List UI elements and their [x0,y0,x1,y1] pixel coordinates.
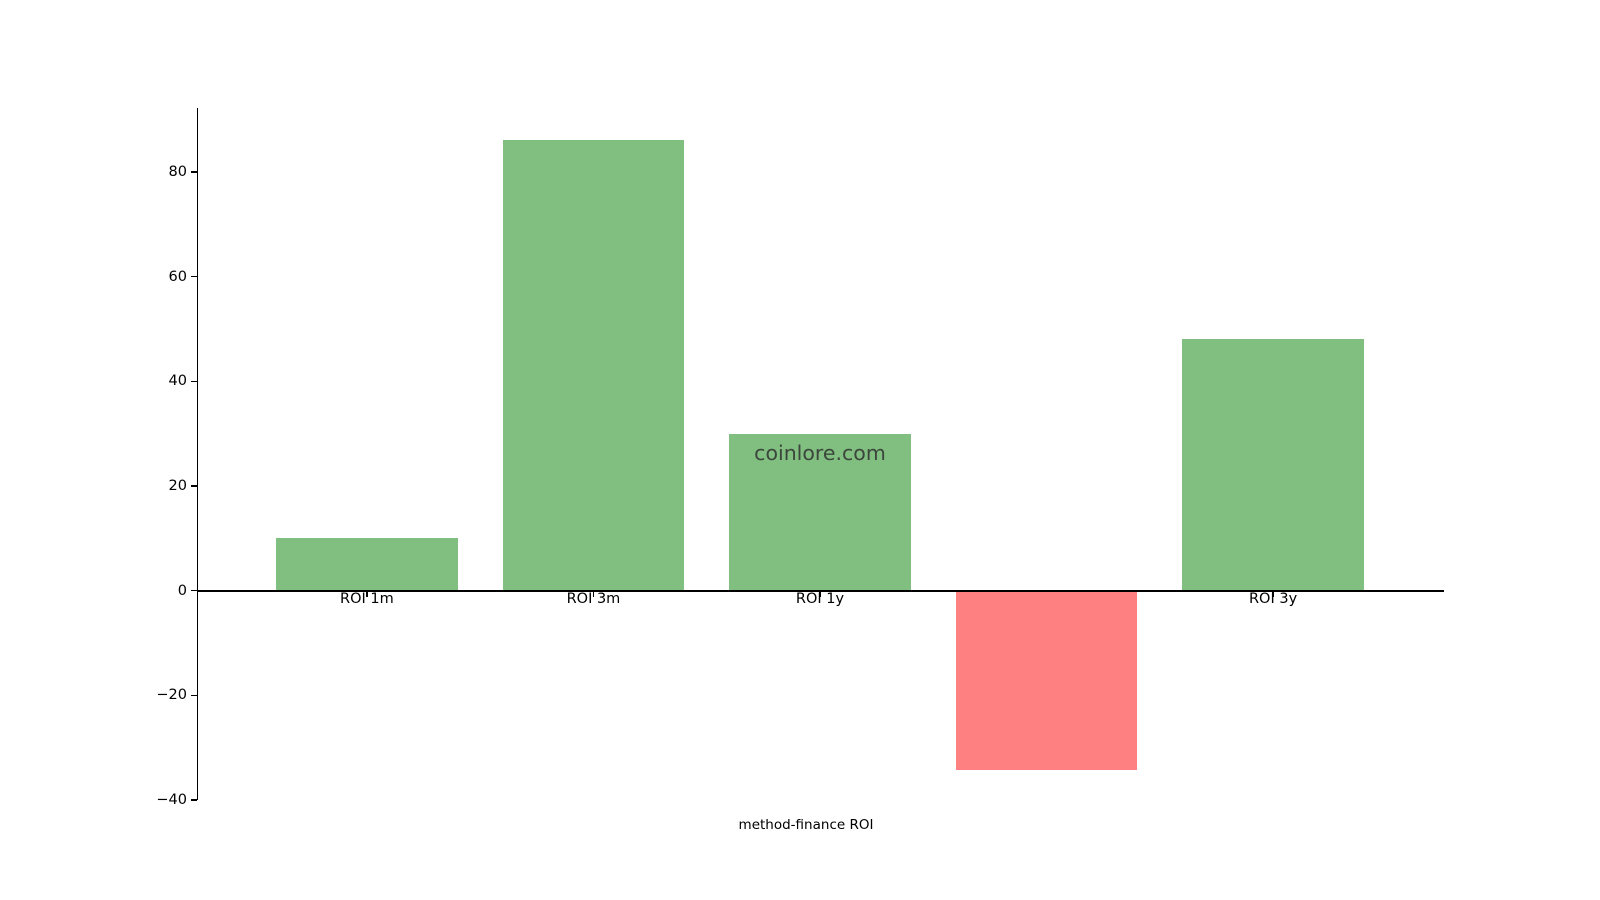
y-tick-label: −40 [156,792,187,808]
y-tick-mark [191,799,197,801]
bar-roi-3y [1182,339,1364,591]
y-tick-label: −20 [156,687,187,704]
bar-roi-1m [276,538,458,591]
y-tick-label: 80 [168,163,187,180]
bar-roi-3m [502,140,685,591]
bar-negative-3 [955,591,1138,770]
y-tick-mark [191,275,197,278]
y-tick-label: 60 [168,268,187,285]
y-tick-mark [191,694,197,696]
x-axis-zero-line [196,590,1444,592]
y-tick-mark [191,589,197,592]
y-axis-spine [196,108,199,800]
x-tick-label: ROI 1m [340,590,394,607]
y-tick-mark [191,380,197,382]
x-axis-title: method-finance ROI [738,817,874,833]
y-tick-label: 0 [177,582,187,599]
x-tick-mark [819,590,821,597]
x-tick-label: ROI 3m [566,590,621,607]
y-tick-mark [191,485,197,487]
y-tick-label: 20 [168,477,187,494]
watermark-text: coinlore.com [754,441,886,465]
x-tick-mark [592,590,595,597]
x-tick-label: ROI 1y [795,590,845,607]
y-tick-mark [191,171,197,173]
x-tick-mark [1272,590,1274,597]
x-tick-mark [366,590,368,597]
bar-roi-1y [729,433,911,591]
x-tick-label: ROI 3y [1248,590,1298,607]
y-tick-label: 40 [168,373,187,390]
